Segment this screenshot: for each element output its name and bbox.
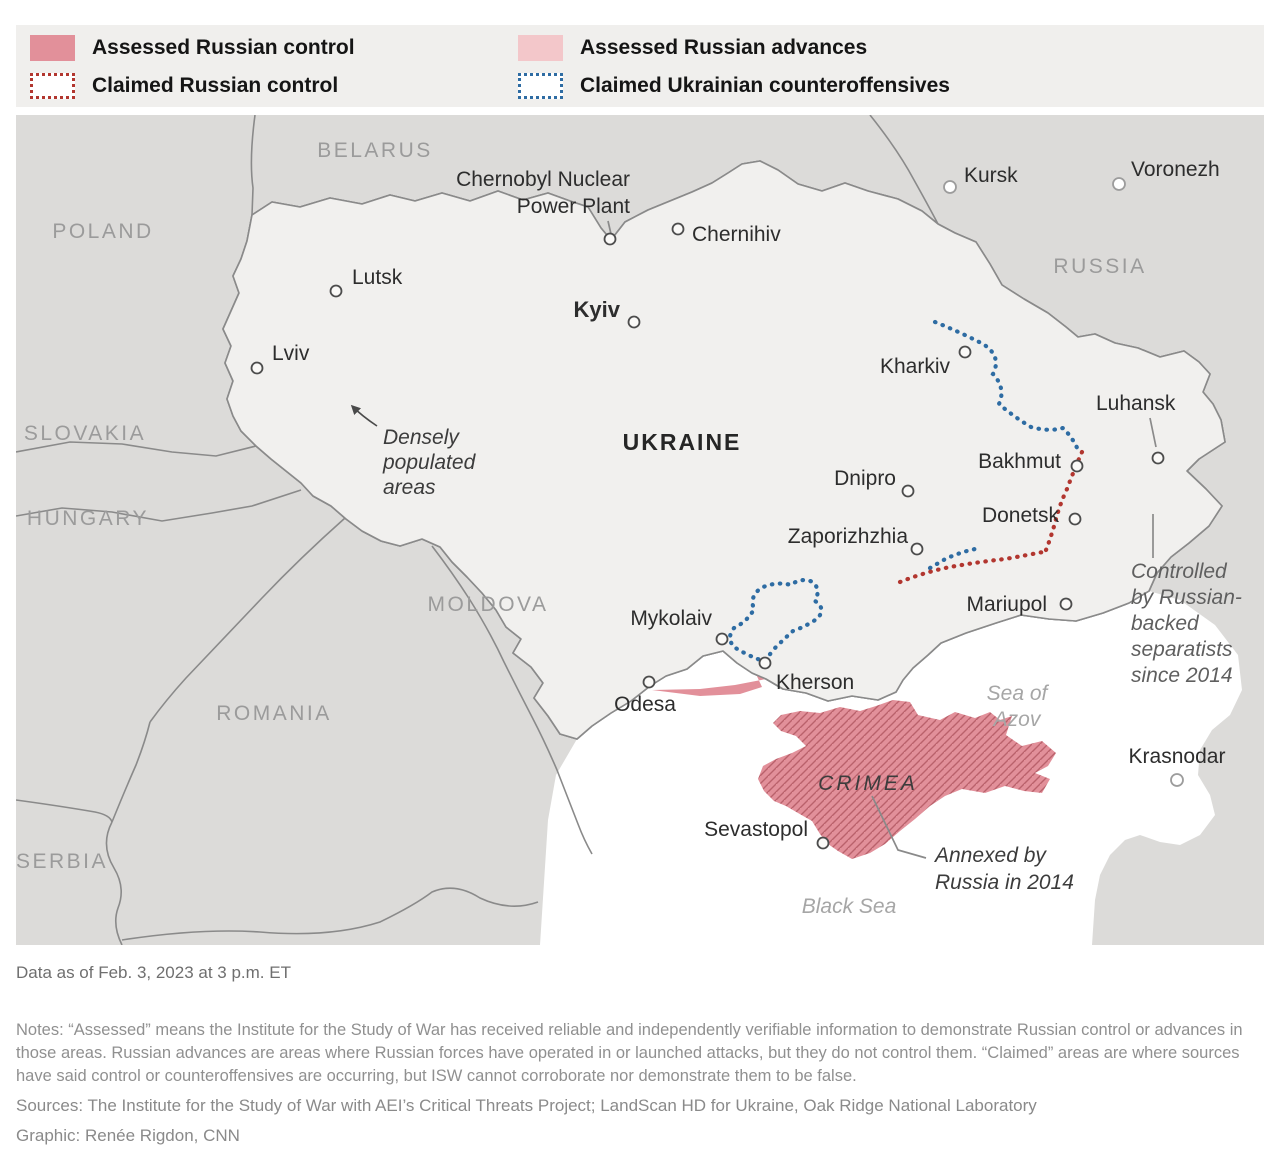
claimed-russian-bakhmut-line [1043, 449, 1085, 553]
claimed-russian-control-lines [897, 449, 1085, 585]
city-label-mykolaiv: Mykolaiv [630, 607, 712, 630]
city-marker-odesa [642, 675, 656, 689]
city-marker-kherson [758, 656, 772, 670]
legend-label: Claimed Ukrainian counteroffensives [580, 74, 950, 97]
border-romania-bulgaria [121, 887, 539, 941]
city-marker-kyiv [627, 315, 641, 329]
claimed-counteroffensive-zaporizhzhia-line [927, 545, 982, 571]
city-label-lutsk: Lutsk [352, 266, 403, 289]
city-label-sevastopol: Sevastopol [704, 818, 808, 841]
map-legend: Assessed Russian control Assessed Russia… [16, 25, 1264, 107]
annotation-annexed-by-russia: Annexed by Russia in 2014 [933, 844, 1074, 894]
claimed-ukrainian-counteroffensives-swatch [518, 73, 563, 99]
country-label-belarus: BELARUS [317, 139, 433, 162]
map-labels-layer: BELARUS POLAND SLOVAKIA HUNGARY MOLDOVA ROMAN… [16, 139, 1242, 918]
sources-line: Sources: The Institute for the Study of … [16, 1096, 1037, 1115]
densely-populated-arrow [350, 404, 378, 427]
legend-label: Claimed Russian control [92, 74, 339, 97]
city-label-kyiv: Kyiv [574, 297, 621, 322]
border-belarus-russia [869, 115, 939, 225]
leader-line-annexed-by-russia [871, 795, 927, 859]
city-marker-kharkiv [958, 345, 972, 359]
city-label-chernihiv: Chernihiv [692, 223, 781, 246]
city-marker-chernihiv [671, 222, 685, 236]
credit-line: Graphic: Renée Rigdon, CNN [16, 1126, 240, 1145]
city-marker-lutsk [329, 284, 343, 298]
city-marker-dnipro [901, 484, 915, 498]
claimed-ukrainian-counteroffensive-lines [727, 319, 1081, 665]
city-label-krasnodar: Krasnodar [1129, 745, 1226, 768]
city-marker-donetsk [1068, 512, 1082, 526]
border-poland-slovakia [16, 441, 257, 457]
claimed-russian-south-line [897, 548, 1051, 585]
city-label-zaporizhzhia: Zaporizhzhia [788, 525, 909, 548]
country-label-serbia: SERBIA [16, 850, 108, 873]
annotation-crimea: CRIMEA [818, 772, 918, 795]
border-poland-belarus [250, 115, 256, 216]
country-label-slovakia: SLOVAKIA [24, 422, 146, 445]
city-label-lviv: Lviv [272, 342, 310, 365]
legend-item-claimed-russian-control: Claimed Russian control [30, 72, 338, 100]
city-label-voronezh: Voronezh [1131, 158, 1220, 181]
city-label-kursk: Kursk [964, 164, 1018, 187]
assessed-russian-advances-swatch [518, 35, 563, 61]
leader-line-chernobyl-plant [607, 220, 612, 235]
city-label-dnipro: Dnipro [834, 467, 896, 490]
city-label-bakhmut: Bakhmut [978, 450, 1061, 473]
city-marker-lviv [250, 361, 264, 375]
country-label-hungary: HUNGARY [27, 507, 149, 530]
legend-item-claimed-ukrainian-counteroffensives: Claimed Ukrainian counteroffensives [518, 72, 950, 100]
annotation-densely-populated-areas: Densely populated areas [382, 426, 477, 499]
city-marker-kursk [943, 180, 957, 194]
map-canvas: BELARUS POLAND SLOVAKIA HUNGARY MOLDOVA ROMAN… [16, 115, 1264, 945]
city-marker-mykolaiv [715, 632, 729, 646]
claimed-counteroffensive-kherson-loop [727, 577, 824, 665]
city-marker-zaporizhzhia [910, 542, 924, 556]
country-borders [16, 115, 939, 945]
border-serbia-romania [105, 721, 151, 945]
city-marker-sevastopol [816, 836, 830, 850]
sea-label-sea-of-azov: Sea of Azov [987, 682, 1050, 731]
country-label-moldova: MOLDOVA [428, 593, 549, 616]
city-marker-bakhmut [1070, 459, 1084, 473]
country-label-romania: ROMANIA [216, 702, 332, 725]
city-label-kherson: Kherson [776, 671, 854, 694]
city-label-luhansk: Luhansk [1096, 392, 1176, 415]
marker-chernobyl-plant [603, 232, 617, 246]
city-marker-mariupol [1059, 597, 1073, 611]
country-label-russia: RUSSIA [1053, 255, 1146, 278]
city-label-mariupol: Mariupol [966, 593, 1047, 616]
annotation-chernobyl-plant: Chernobyl Nuclear Power Plant [456, 168, 630, 218]
notes-paragraph: Notes: “Assessed” means the Institute fo… [16, 1021, 1243, 1085]
city-marker-krasnodar [1170, 773, 1184, 787]
legend-label: Assessed Russian advances [580, 36, 868, 59]
annotation-controlled-by-separatists: Controlled by Russian-backed separatists si… [1131, 560, 1242, 687]
city-label-odesa: Odesa [614, 693, 676, 716]
city-marker-voronezh [1112, 177, 1126, 191]
legend-label: Assessed Russian control [92, 36, 355, 59]
ukraine-war-map-svg: BELARUS POLAND SLOVAKIA HUNGARY MOLDOVA ROMAN… [16, 115, 1264, 945]
city-label-donetsk: Donetsk [982, 504, 1060, 527]
legend-item-assessed-russian-advances: Assessed Russian advances [518, 34, 867, 62]
assessed-russian-control-swatch [30, 35, 75, 61]
border-romania-moldova [431, 545, 593, 855]
country-label-ukraine: UKRAINE [623, 429, 742, 455]
border-hungary-romania [149, 517, 346, 723]
sea-label-black-sea: Black Sea [802, 895, 897, 918]
leader-line-luhansk [1149, 417, 1157, 448]
legend-item-assessed-russian-control: Assessed Russian control [30, 34, 355, 62]
country-label-poland: POLAND [52, 220, 153, 243]
claimed-russian-control-swatch [30, 73, 75, 99]
city-marker-luhansk [1151, 451, 1165, 465]
border-slovakia-hungary [16, 489, 302, 522]
claimed-counteroffensive-kharkiv-line [932, 319, 1081, 453]
border-hungary-serbia [16, 799, 113, 823]
crimea-annexed-region [758, 700, 1056, 859]
city-label-kharkiv: Kharkiv [880, 355, 951, 378]
data-as-of-line: Data as of Feb. 3, 2023 at 3 p.m. ET [16, 963, 291, 982]
